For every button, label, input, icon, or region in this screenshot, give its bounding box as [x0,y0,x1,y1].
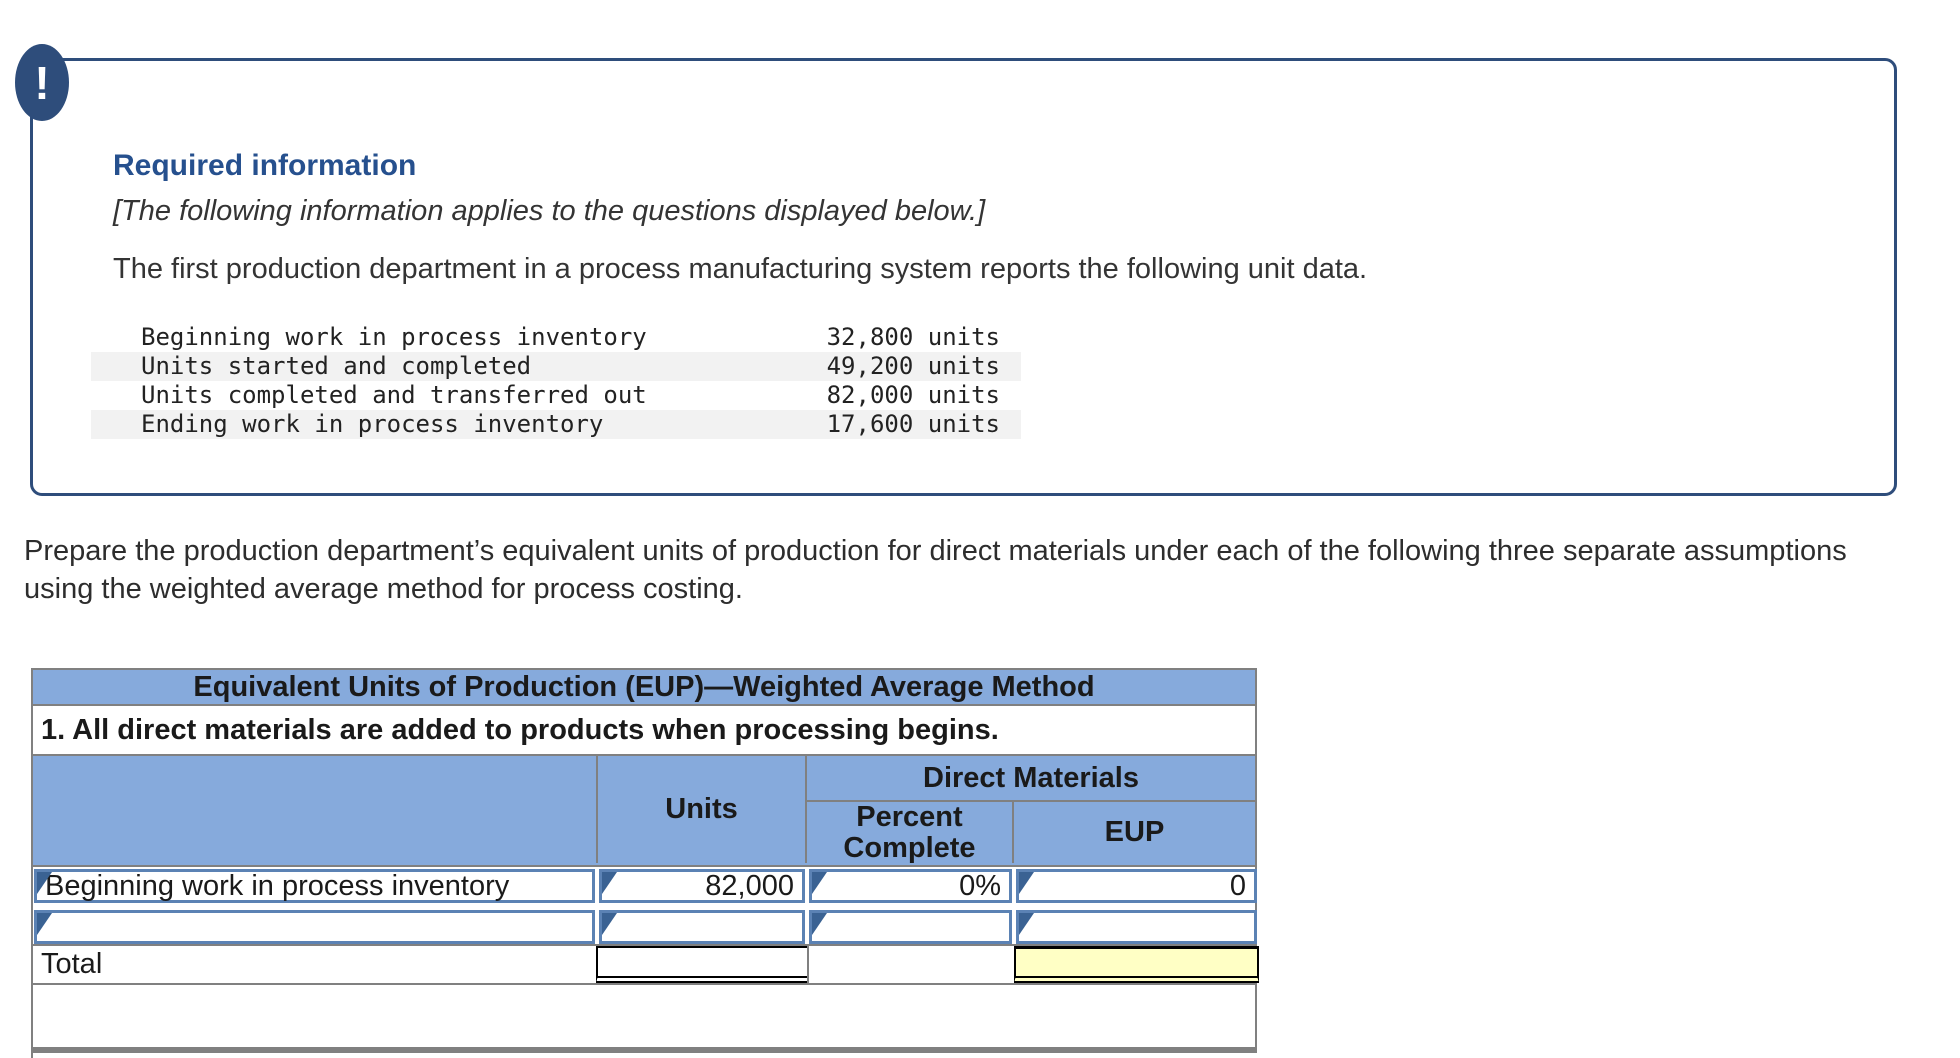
unit-data-table: Beginning work in process inventory 32,8… [91,323,1021,439]
worksheet-empty-row [31,985,1257,1053]
worksheet-title: Equivalent Units of Production (EUP)—Wei… [31,668,1257,706]
next-section-edge [31,1053,33,1058]
alert-icon: ! [15,44,69,121]
direct-materials-group-header: Direct Materials [807,756,1255,802]
unit-row-label: Beginning work in process inventory [141,323,647,351]
cell-marker-icon [37,872,52,894]
eup-input-cell[interactable] [1016,910,1257,944]
blank-header-cell [33,756,598,863]
units-input-cell[interactable] [599,910,805,944]
row-label-text: Beginning work in process inventory [45,869,510,902]
cell-marker-icon [1019,872,1034,894]
total-units-cell[interactable] [596,946,809,983]
row-label-input-cell[interactable] [34,910,595,944]
unit-row-value: 17,600 units [826,410,1000,438]
units-column-header: Units [598,756,807,863]
unit-data-row: Beginning work in process inventory 32,8… [91,323,1021,352]
row-label-input-cell[interactable]: Beginning work in process inventory [34,869,595,903]
unit-data-row: Units started and completed 49,200 units [91,352,1021,381]
cell-marker-icon [602,872,617,894]
eup-worksheet: Equivalent Units of Production (EUP)—Wei… [31,668,1259,1058]
total-row-divider [807,946,809,983]
percent-complete-input-cell[interactable] [809,910,1012,944]
unit-row-label: Units completed and transferred out [141,381,647,409]
applies-below-note: [The following information applies to th… [113,195,986,227]
unit-row-value: 49,200 units [826,352,1000,380]
percent-value: 0% [959,869,1001,902]
unit-row-value: 82,000 units [826,381,1000,409]
worksheet-input-row [31,908,1257,946]
eup-input-cell[interactable]: 0 [1016,869,1257,903]
cell-marker-icon [1019,913,1034,935]
units-value: 82,000 [705,869,794,902]
assumption-row: 1. All direct materials are added to pro… [31,706,1257,756]
cell-marker-icon [812,872,827,894]
question-paragraph: Prepare the production department’s equi… [24,535,1847,605]
unit-row-label: Ending work in process inventory [141,410,604,438]
eup-value: 0 [1229,869,1246,902]
worksheet-column-headers: Units Direct Materials Percent Complete … [31,756,1257,867]
total-row: Total [31,946,1259,985]
cell-marker-icon [812,913,827,935]
eup-column-header: EUP [1104,816,1165,848]
worksheet-input-row: Beginning work in process inventory 82,0… [31,867,1257,908]
cell-marker-icon [602,913,617,935]
unit-row-value: 32,800 units [826,323,1000,351]
total-eup-cell[interactable] [1014,946,1259,983]
intro-paragraph: The first production department in a pro… [113,253,1368,285]
total-label: Total [41,948,103,980]
unit-data-row: Ending work in process inventory 17,600 … [91,410,1021,439]
required-information-heading: Required information [113,149,417,182]
percent-complete-column-header: Percent Complete [807,801,1014,863]
required-info-box: Required information [The following info… [30,58,1897,496]
unit-row-label: Units started and completed [141,352,532,380]
cell-marker-icon [37,913,52,935]
units-input-cell[interactable]: 82,000 [599,869,805,903]
percent-complete-input-cell[interactable]: 0% [809,869,1012,903]
unit-data-row: Units completed and transferred out 82,0… [91,381,1021,410]
